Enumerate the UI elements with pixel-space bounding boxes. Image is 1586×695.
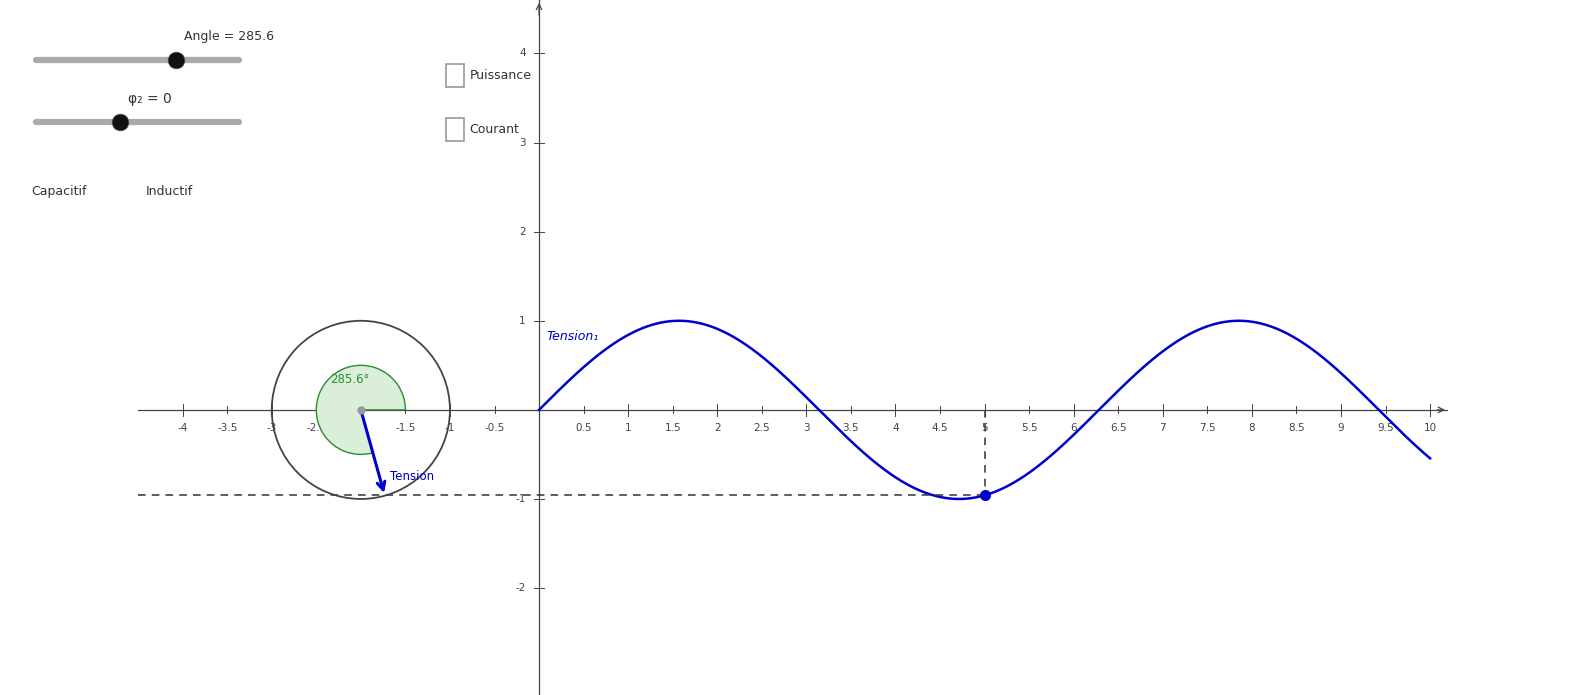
- Text: φ₂ = 0: φ₂ = 0: [128, 92, 171, 106]
- Text: 6.5: 6.5: [1110, 423, 1126, 433]
- Text: 2: 2: [714, 423, 720, 433]
- Text: 6: 6: [1071, 423, 1077, 433]
- Text: 3.5: 3.5: [842, 423, 860, 433]
- Text: Inductif: Inductif: [146, 185, 193, 197]
- Text: 1: 1: [625, 423, 631, 433]
- Text: 3: 3: [803, 423, 810, 433]
- Text: 9.5: 9.5: [1377, 423, 1394, 433]
- Text: Tension: Tension: [390, 470, 435, 482]
- Text: 8.5: 8.5: [1288, 423, 1305, 433]
- Text: Tension₁: Tension₁: [546, 330, 598, 343]
- Text: -1: -1: [515, 494, 525, 504]
- Text: Capacitif: Capacitif: [32, 185, 87, 197]
- Text: 4.5: 4.5: [931, 423, 948, 433]
- Text: 4: 4: [519, 49, 525, 58]
- Text: -2: -2: [355, 423, 366, 433]
- Text: -0.5: -0.5: [484, 423, 504, 433]
- Text: -3.5: -3.5: [217, 423, 238, 433]
- Text: 10: 10: [1424, 423, 1437, 433]
- Text: 4: 4: [893, 423, 899, 433]
- Text: 9: 9: [1337, 423, 1345, 433]
- Text: 3: 3: [519, 138, 525, 147]
- Text: -2.5: -2.5: [306, 423, 327, 433]
- Wedge shape: [316, 366, 406, 455]
- Text: -2: -2: [515, 583, 525, 593]
- Text: 2: 2: [519, 227, 525, 237]
- FancyBboxPatch shape: [446, 64, 465, 88]
- Text: 7: 7: [1159, 423, 1166, 433]
- FancyBboxPatch shape: [446, 117, 465, 141]
- Text: 7.5: 7.5: [1199, 423, 1215, 433]
- Text: 0.5: 0.5: [576, 423, 592, 433]
- Text: 1.5: 1.5: [665, 423, 680, 433]
- Text: 2.5: 2.5: [753, 423, 771, 433]
- Text: Courant: Courant: [469, 123, 520, 136]
- Text: -3: -3: [266, 423, 278, 433]
- Text: 285.6°: 285.6°: [330, 373, 370, 386]
- Text: -1.5: -1.5: [395, 423, 416, 433]
- Text: 8: 8: [1248, 423, 1255, 433]
- Text: -1: -1: [444, 423, 455, 433]
- Text: 5: 5: [982, 423, 988, 433]
- Text: -4: -4: [178, 423, 187, 433]
- Text: Puissance: Puissance: [469, 70, 531, 82]
- Text: Angle = 285.6: Angle = 285.6: [184, 30, 274, 43]
- Text: 5.5: 5.5: [1021, 423, 1037, 433]
- Text: 1: 1: [519, 316, 525, 326]
